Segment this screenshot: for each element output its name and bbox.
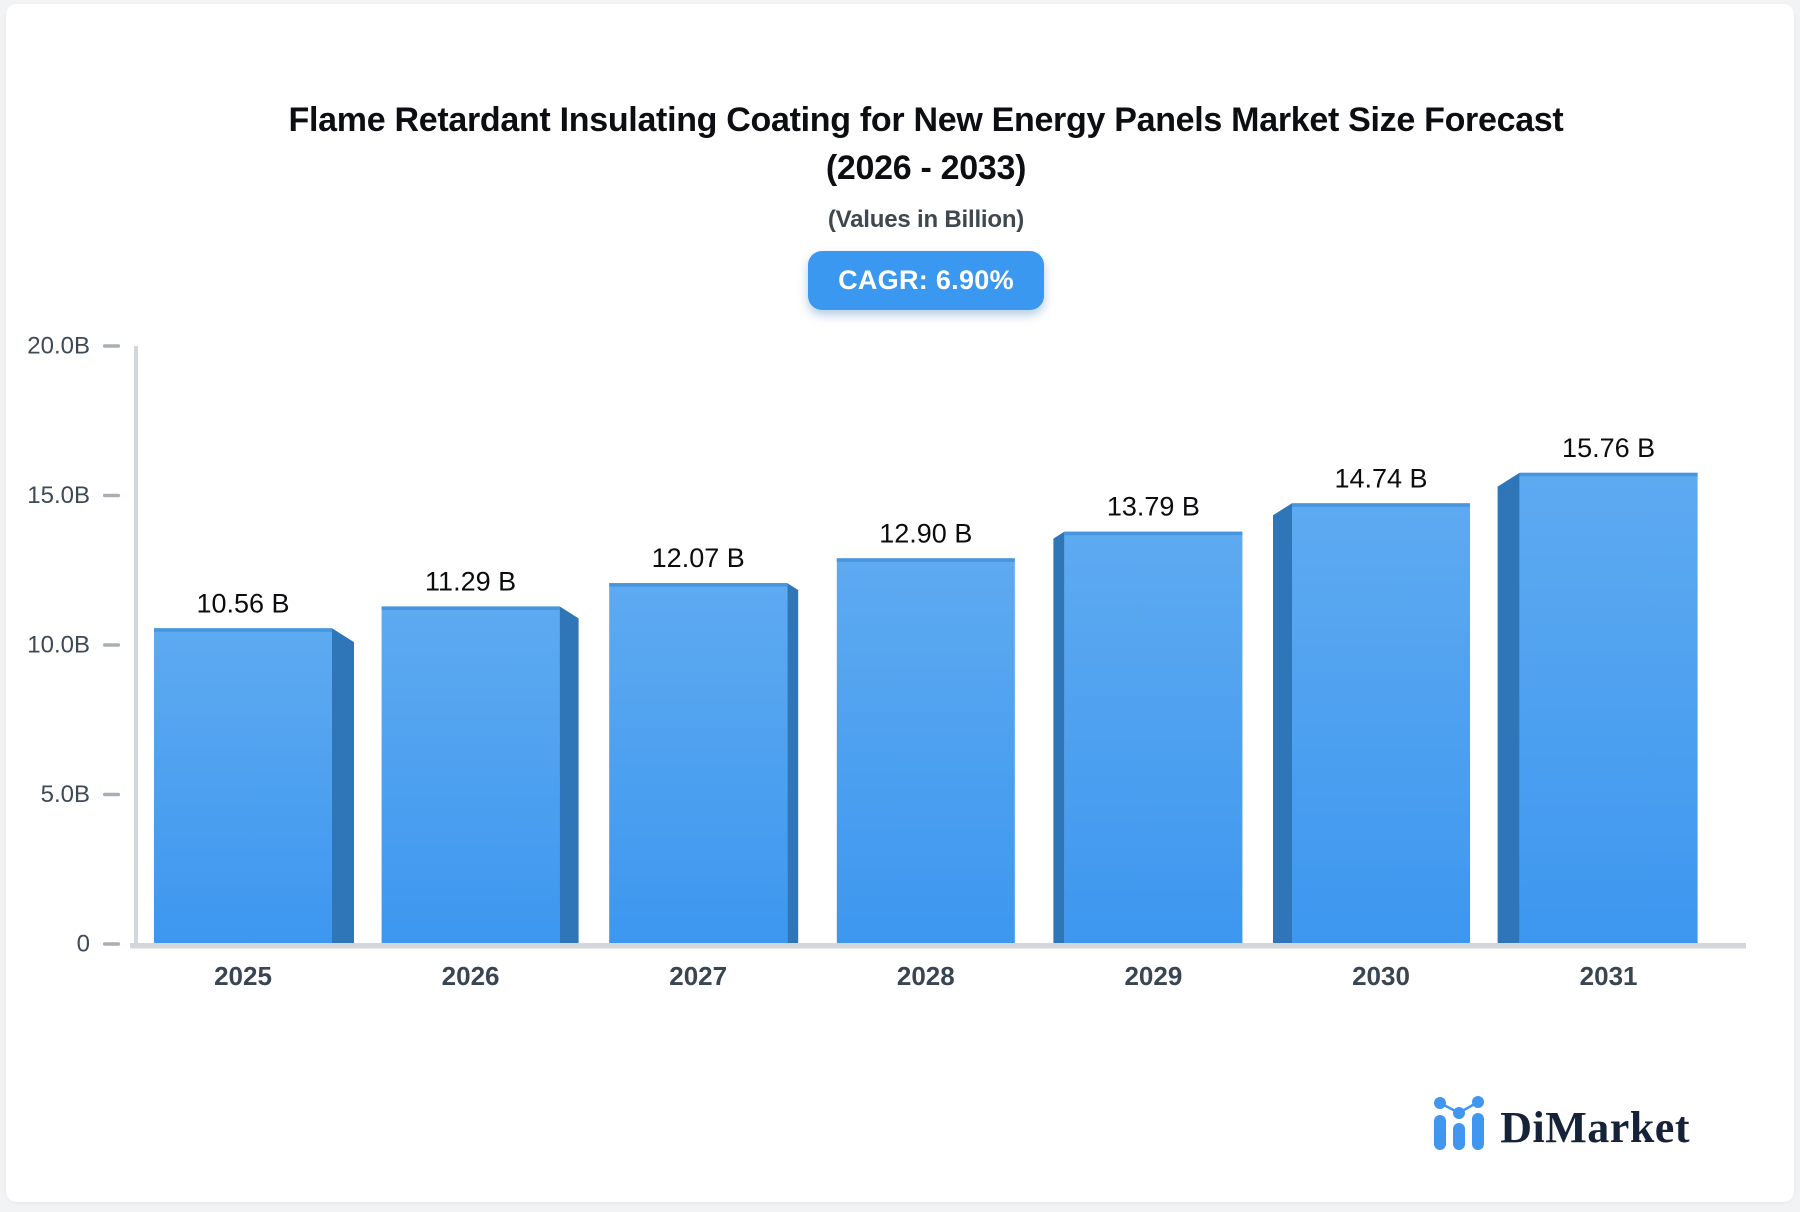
- y-tick-label: 5.0B: [41, 781, 90, 808]
- bar-side-face: [787, 583, 799, 944]
- x-tick-label: 2025: [214, 961, 272, 991]
- x-tick-label: 2030: [1352, 961, 1410, 991]
- x-axis-line: [130, 943, 1746, 949]
- y-tick-label: 20.0B: [27, 333, 90, 360]
- bar-value-label: 12.90 B: [879, 518, 972, 548]
- x-tick-label: 2029: [1124, 961, 1182, 991]
- bar-top-edge: [609, 583, 788, 587]
- x-tick-label: 2028: [897, 961, 955, 991]
- bar-top-edge: [1519, 472, 1698, 477]
- bar-side-face: [1273, 503, 1292, 944]
- y-tick-label: 15.0B: [27, 482, 90, 509]
- bar-value-label: 15.76 B: [1562, 433, 1655, 463]
- dimarket-logo: DiMarket: [1432, 1094, 1690, 1150]
- bar-top-edge: [1064, 531, 1243, 536]
- x-tick-label: 2026: [442, 961, 500, 991]
- bar-value-label: 14.74 B: [1334, 463, 1427, 493]
- bar-side-face: [332, 628, 354, 944]
- y-tick-mark: [103, 792, 120, 797]
- chart-title-line-2: (2026 - 2033): [825, 149, 1027, 187]
- chart-header: Flame Retardant Insulating Coating for N…: [32, 96, 1800, 310]
- y-tick-mark: [103, 643, 120, 647]
- cagr-badge: CAGR: 6.90%: [808, 251, 1044, 310]
- bar-top-edge: [381, 606, 560, 610]
- y-tick-label: 0: [77, 931, 90, 958]
- bar-value-label: 10.56 B: [196, 588, 289, 618]
- bar-value-label: 12.07 B: [652, 543, 745, 573]
- chart-card: Flame Retardant Insulating Coating for N…: [6, 4, 1794, 1202]
- dimarket-logo-text: DiMarket: [1500, 1103, 1690, 1152]
- chart-subtitle: (Values in Billion): [827, 206, 1025, 233]
- bar: [381, 606, 560, 944]
- bar-top-edge: [154, 628, 332, 632]
- bar: [154, 628, 332, 944]
- x-tick-label: 2031: [1580, 961, 1638, 991]
- bar-side-face: [1053, 531, 1065, 944]
- bar-value-label: 13.79 B: [1107, 492, 1200, 522]
- bar: [1519, 472, 1698, 944]
- bar-side-face: [559, 606, 579, 944]
- y-tick-mark: [103, 493, 120, 498]
- y-tick-mark: [103, 344, 120, 348]
- bar: [836, 558, 1015, 944]
- dimarket-logo-icon: [1434, 1096, 1485, 1150]
- bar-top-edge: [836, 558, 1015, 562]
- bar-top-edge: [1292, 503, 1470, 507]
- x-tick-label: 2027: [669, 961, 727, 991]
- chart-title-line-1: Flame Retardant Insulating Coating for N…: [288, 101, 1564, 139]
- bar: [609, 583, 788, 944]
- bar: [1292, 503, 1470, 944]
- bar-chart: 0 5.0B 10.0B 15.0B 20.0B 10.56 B 2025 11.29 B 20…: [27, 333, 1746, 991]
- bar-side-face: [1497, 472, 1520, 944]
- bar-value-label: 11.29 B: [425, 566, 516, 596]
- y-axis-line: [134, 346, 138, 948]
- y-tick-label: 10.0B: [27, 632, 90, 659]
- bar: [1064, 531, 1243, 944]
- y-tick-mark: [103, 942, 120, 946]
